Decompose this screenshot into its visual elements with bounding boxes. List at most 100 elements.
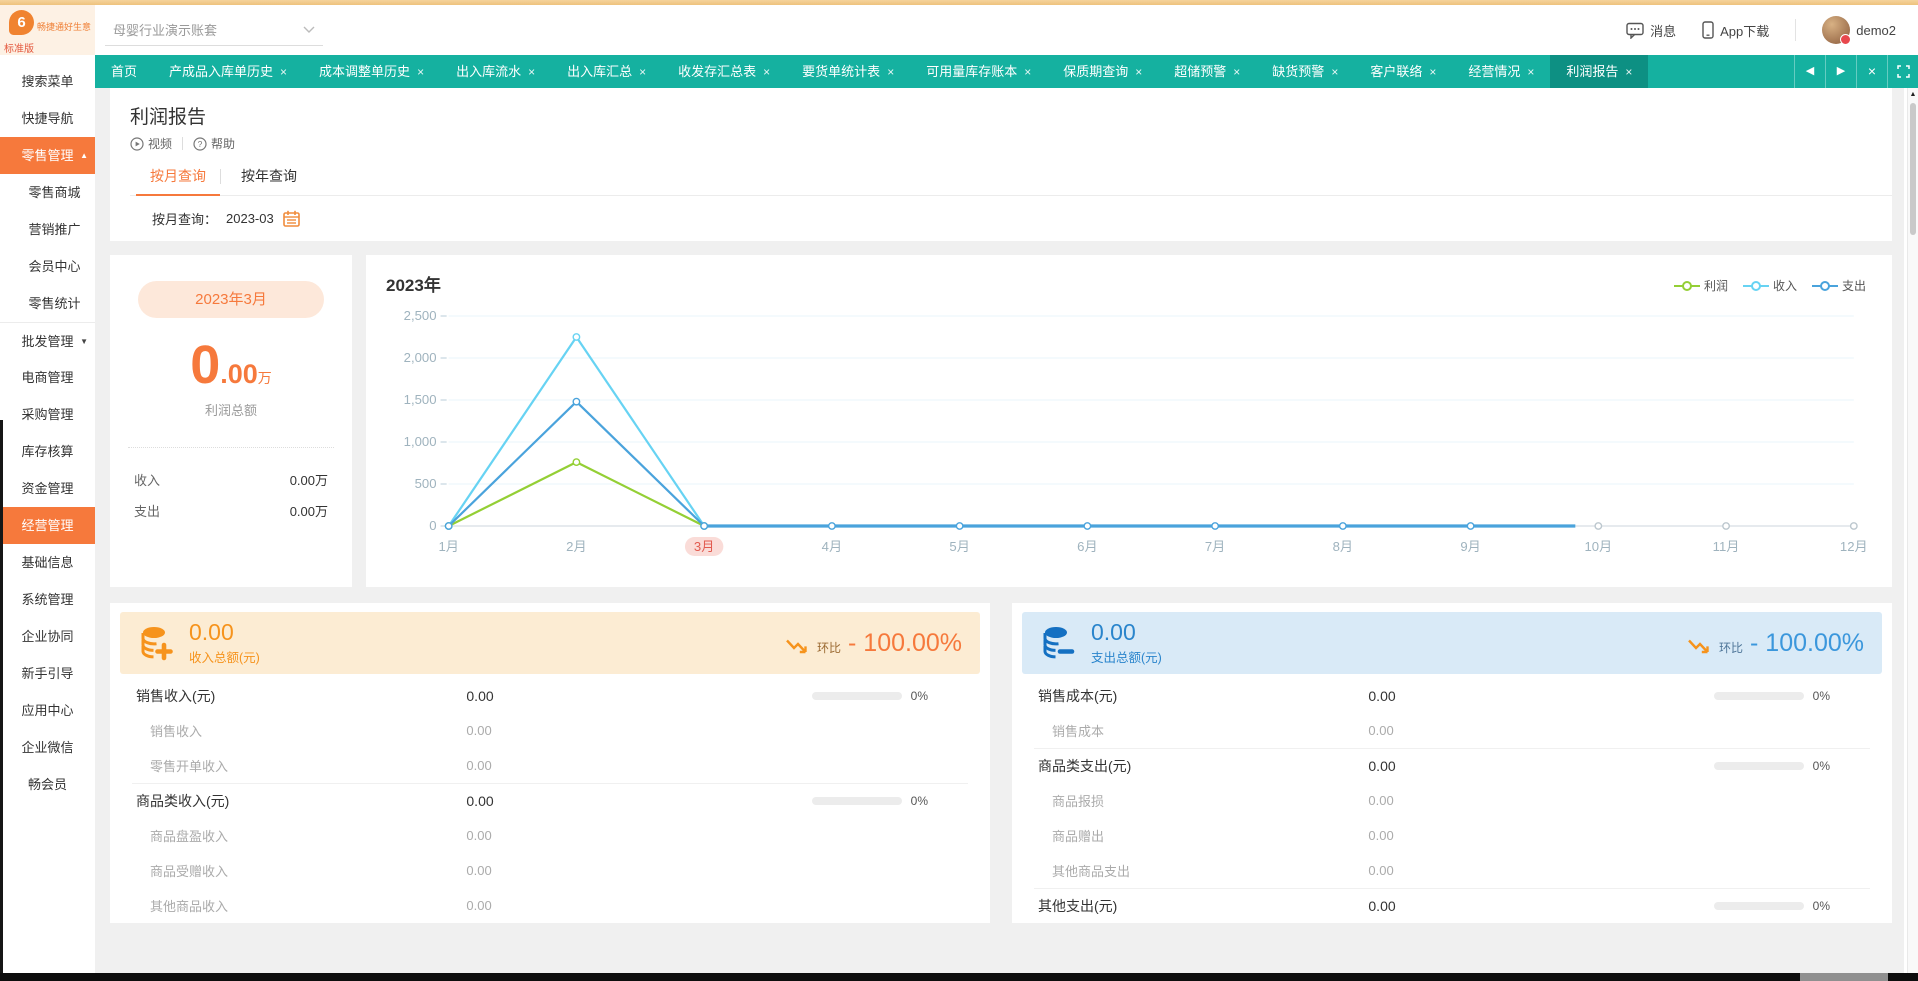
sidebar-item[interactable]: 电商管理	[0, 359, 95, 396]
svg-text:?: ?	[198, 139, 203, 149]
tab-item[interactable]: 成本调整单历史 ×	[303, 55, 440, 88]
sidebar-item-label: 搜索菜单	[21, 74, 74, 89]
sidebar-item[interactable]: 营销推广	[0, 211, 95, 248]
svg-text:8月: 8月	[1333, 539, 1353, 554]
stat-child-row: 销售收入 0.00	[132, 713, 968, 748]
tab-item[interactable]: 首页	[95, 55, 153, 88]
sidebar-item[interactable]: 零售商城	[0, 174, 95, 211]
tab-close-icon[interactable]: ×	[417, 64, 425, 79]
help-link[interactable]: ? 帮助	[193, 135, 235, 152]
stat-group-value: 0.00	[1368, 758, 1396, 774]
stat-total: 0.00	[189, 618, 234, 645]
tab-item[interactable]: 出入库流水 ×	[440, 55, 551, 88]
vertical-scrollbar: ▲	[1907, 88, 1918, 973]
main-content: 利润报告 视频 ? 帮助 按月查询 按年查询	[95, 88, 1918, 981]
tab-label: 利润报告	[1566, 64, 1619, 79]
brand-logo[interactable]: 6 畅捷通好生意 标准版	[0, 5, 95, 55]
tab-close-icon[interactable]: ×	[763, 64, 771, 79]
tab-item[interactable]: 收发存汇总表 ×	[662, 55, 786, 88]
tab-monthly-query[interactable]: 按月查询	[136, 158, 220, 196]
video-link-label: 视频	[148, 137, 173, 151]
sidebar-item[interactable]: 新手引导	[0, 655, 95, 692]
tab-label: 超储预警	[1174, 64, 1227, 79]
summary-row-label: 支出	[134, 504, 161, 519]
stat-group-value: 0.00	[1368, 898, 1396, 914]
stat-card-header: 0.00 支出总额(元) 环比 - 100.00%	[1022, 612, 1882, 674]
tab-scroll-right-button[interactable]: ▶	[1825, 55, 1856, 88]
profit-total-decimal: .00	[220, 359, 258, 389]
tabs-close-button[interactable]: ×	[1856, 55, 1887, 88]
tabbar: 首页 产成品入库单历史 × 成本调整单历史 × 出入库流水 × 出入库汇总 × 收发存汇总表 × 要货…	[95, 55, 1918, 88]
tab-close-icon[interactable]: ×	[1233, 64, 1241, 79]
messages-button[interactable]: 消息	[1626, 21, 1676, 40]
sidebar-item[interactable]: 快捷导航	[0, 100, 95, 137]
tab-close-icon[interactable]: ×	[1527, 64, 1535, 79]
sidebar-item[interactable]: 应用中心	[0, 692, 95, 729]
tab-item[interactable]: 经营情况 ×	[1452, 55, 1550, 88]
sidebar-item[interactable]: 搜索菜单	[0, 63, 95, 100]
tab-close-icon[interactable]: ×	[1135, 64, 1143, 79]
tab-yearly-query[interactable]: 按年查询	[241, 167, 297, 184]
tab-item[interactable]: 要货单统计表 ×	[786, 55, 910, 88]
month-picker-value[interactable]: 2023-03	[226, 211, 274, 226]
horizontal-scrollbar-thumb[interactable]	[1800, 973, 1888, 981]
tab-item[interactable]: 客户联络 ×	[1354, 55, 1452, 88]
legend-item[interactable]: 利润	[1673, 277, 1728, 294]
sidebar-item[interactable]: 库存核算	[0, 433, 95, 470]
sidebar-item[interactable]: 企业协同	[0, 618, 95, 655]
stat-child-row: 商品盘盈收入 0.00	[132, 818, 968, 853]
sidebar-item[interactable]: 资金管理	[0, 470, 95, 507]
account-select[interactable]: 母婴行业演示账套	[105, 14, 323, 46]
sidebar-item[interactable]: 经营管理	[0, 507, 95, 544]
legend-label: 利润	[1703, 279, 1728, 293]
tab-close-icon[interactable]: ×	[528, 64, 536, 79]
calendar-button[interactable]	[282, 210, 300, 227]
tab-close-icon[interactable]: ×	[1024, 64, 1032, 79]
tab-close-icon[interactable]: ×	[1625, 64, 1633, 79]
tab-item[interactable]: 可用量库存账本 ×	[910, 55, 1047, 88]
profit-total-integer: 0	[190, 335, 221, 395]
sidebar-item[interactable]: 零售管理 ▲	[0, 137, 95, 174]
sidebar-item[interactable]: 零售统计	[0, 285, 95, 322]
sidebar-item[interactable]: 企业微信	[0, 729, 95, 766]
app-download-button[interactable]: App下载	[1702, 21, 1769, 40]
sidebar-item-label: 企业微信	[21, 740, 74, 755]
tab-close-icon[interactable]: ×	[1331, 64, 1339, 79]
tab-item[interactable]: 产成品入库单历史 ×	[153, 55, 303, 88]
scrollbar-thumb[interactable]	[1910, 103, 1916, 235]
tab-close-icon[interactable]: ×	[639, 64, 647, 79]
svg-text:6月: 6月	[1077, 539, 1097, 554]
sidebar-item[interactable]: 会员中心	[0, 248, 95, 285]
tab-scroll-left-button[interactable]: ◀	[1794, 55, 1825, 88]
tab-item[interactable]: 缺货预警 ×	[1256, 55, 1354, 88]
sidebar-item[interactable]: 基础信息	[0, 544, 95, 581]
video-link[interactable]: 视频	[130, 135, 172, 152]
sidebar: 6 畅捷通好生意 标准版 搜索菜单快捷导航 零售管理 ▲ 零售商城 营销推广 会员中心 零售…	[0, 5, 95, 981]
fullscreen-button[interactable]	[1887, 55, 1918, 88]
tab-item[interactable]: 保质期查询 ×	[1047, 55, 1158, 88]
chart-legend: 利润 收入 支出	[1673, 277, 1866, 294]
tab-item[interactable]: 超储预警 ×	[1158, 55, 1256, 88]
tab-close-icon[interactable]: ×	[280, 64, 288, 79]
legend-item[interactable]: 收入	[1742, 277, 1797, 294]
app-download-label: App下载	[1720, 23, 1770, 39]
sidebar-item[interactable]: 采购管理	[0, 396, 95, 433]
tab-close-icon[interactable]: ×	[887, 64, 895, 79]
sidebar-item[interactable]: 系统管理	[0, 581, 95, 618]
stat-child-row: 其他商品收入 0.00	[132, 888, 968, 923]
tab-item[interactable]: 出入库汇总 ×	[551, 55, 662, 88]
chevron-down-icon	[303, 26, 315, 33]
tab-label: 缺货预警	[1272, 64, 1325, 79]
scroll-up-arrow[interactable]: ▲	[1909, 91, 1917, 98]
progress-percent: 0%	[1812, 759, 1830, 773]
sidebar-item[interactable]: 畅会员	[0, 766, 95, 803]
tab-close-icon[interactable]: ×	[1429, 64, 1437, 79]
tab-item[interactable]: 利润报告 ×	[1550, 55, 1649, 88]
sidebar-item-label: 系统管理	[21, 592, 74, 607]
ratio-label: 环比	[1719, 640, 1744, 655]
stat-caption: 收入总额(元)	[189, 651, 260, 666]
user-menu[interactable]: demo2	[1822, 16, 1896, 45]
legend-item[interactable]: 支出	[1811, 277, 1866, 294]
help-icon: ?	[193, 136, 207, 151]
sidebar-item[interactable]: 批发管理 ▼	[0, 322, 95, 359]
